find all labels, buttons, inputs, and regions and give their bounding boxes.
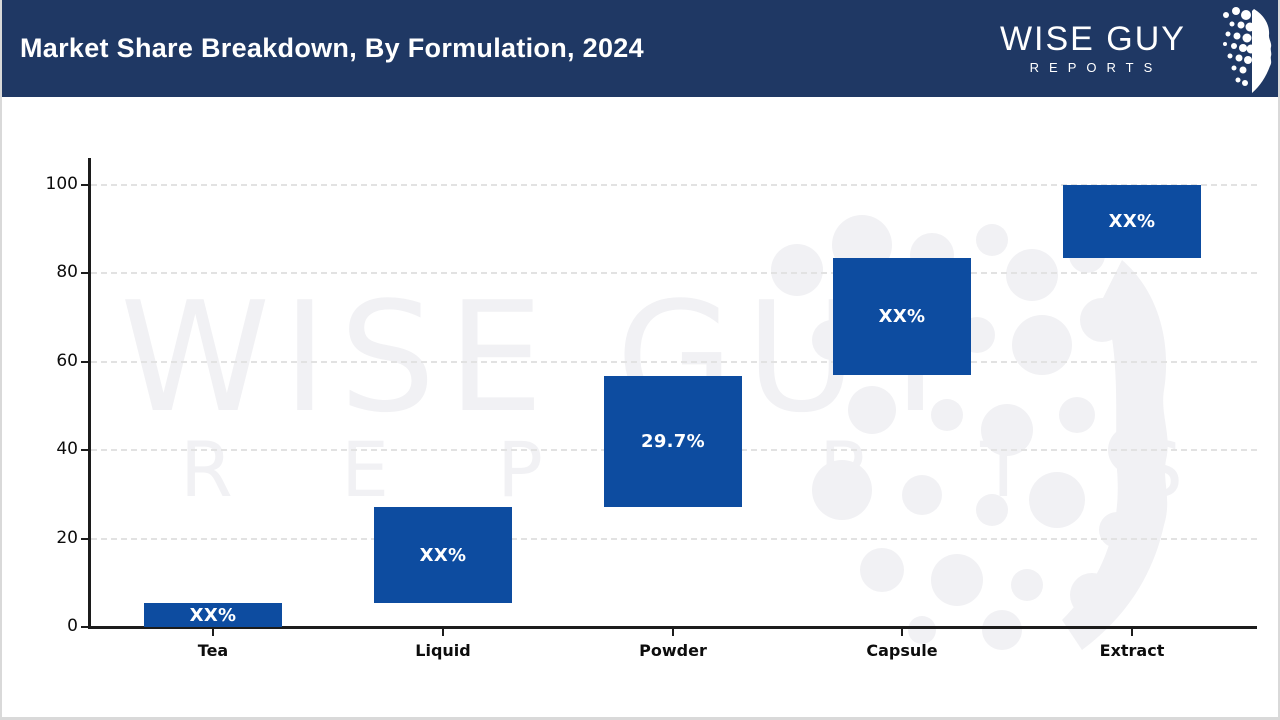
y-tick-mark-80 [81, 272, 88, 274]
y-axis-line [88, 158, 91, 629]
bar-tea[interactable]: XX% [144, 603, 282, 627]
gridline-20 [91, 538, 1257, 540]
y-tick-label-40: 40 [56, 439, 78, 459]
watermark-head-icon [771, 215, 1168, 650]
x-axis-line [88, 626, 1257, 629]
y-tick-mark-60 [81, 361, 88, 363]
page-title: Market Share Breakdown, By Formulation, … [20, 33, 644, 63]
x-category-label-capsule: Capsule [866, 641, 938, 660]
bar-value-label-liquid: XX% [419, 544, 467, 566]
y-tick-mark-20 [81, 538, 88, 540]
y-tick-mark-0 [81, 626, 88, 628]
bar-extract[interactable]: XX% [1063, 185, 1201, 258]
x-category-label-extract: Extract [1099, 641, 1165, 660]
y-tick-label-60: 60 [56, 351, 78, 371]
brand-subname: REPORTS [1029, 60, 1163, 75]
y-tick-mark-100 [81, 184, 88, 186]
y-tick-label-20: 20 [56, 528, 78, 548]
x-category-label-liquid: Liquid [415, 641, 471, 660]
watermark-text-line1: WISE GUY [120, 269, 974, 446]
x-category-label-tea: Tea [197, 641, 229, 660]
gridline-60 [91, 361, 1257, 363]
logo-face-icon [1223, 6, 1272, 93]
bar-value-label-tea: XX% [189, 604, 237, 626]
brand-logo: WISE GUY REPORTS [1000, 0, 1274, 97]
x-tick-mark-liquid [442, 629, 444, 636]
bar-liquid[interactable]: XX% [374, 507, 512, 603]
x-tick-mark-powder [672, 629, 674, 636]
y-tick-label-100: 100 [45, 174, 78, 194]
header: Market Share Breakdown, By Formulation, … [2, 0, 1278, 97]
x-tick-mark-extract [1131, 629, 1133, 636]
y-tick-label-80: 80 [56, 262, 78, 282]
bar-value-label-extract: XX% [1108, 211, 1156, 232]
gridline-100 [91, 184, 1257, 186]
bar-value-label-capsule: XX% [878, 306, 926, 327]
y-tick-mark-40 [81, 449, 88, 451]
x-tick-mark-capsule [901, 629, 903, 636]
bar-capsule[interactable]: XX% [833, 258, 971, 375]
bar-powder[interactable]: 29.7% [604, 376, 742, 507]
gridline-80 [91, 272, 1257, 274]
bar-value-label-powder: 29.7% [641, 431, 705, 452]
brand-name: WISE GUY [999, 20, 1186, 58]
y-tick-label-0: 0 [67, 616, 78, 636]
x-tick-mark-tea [212, 629, 214, 636]
brand-logo-text: WISE GUY REPORTS [1000, 22, 1186, 75]
x-category-label-powder: Powder [639, 641, 707, 660]
